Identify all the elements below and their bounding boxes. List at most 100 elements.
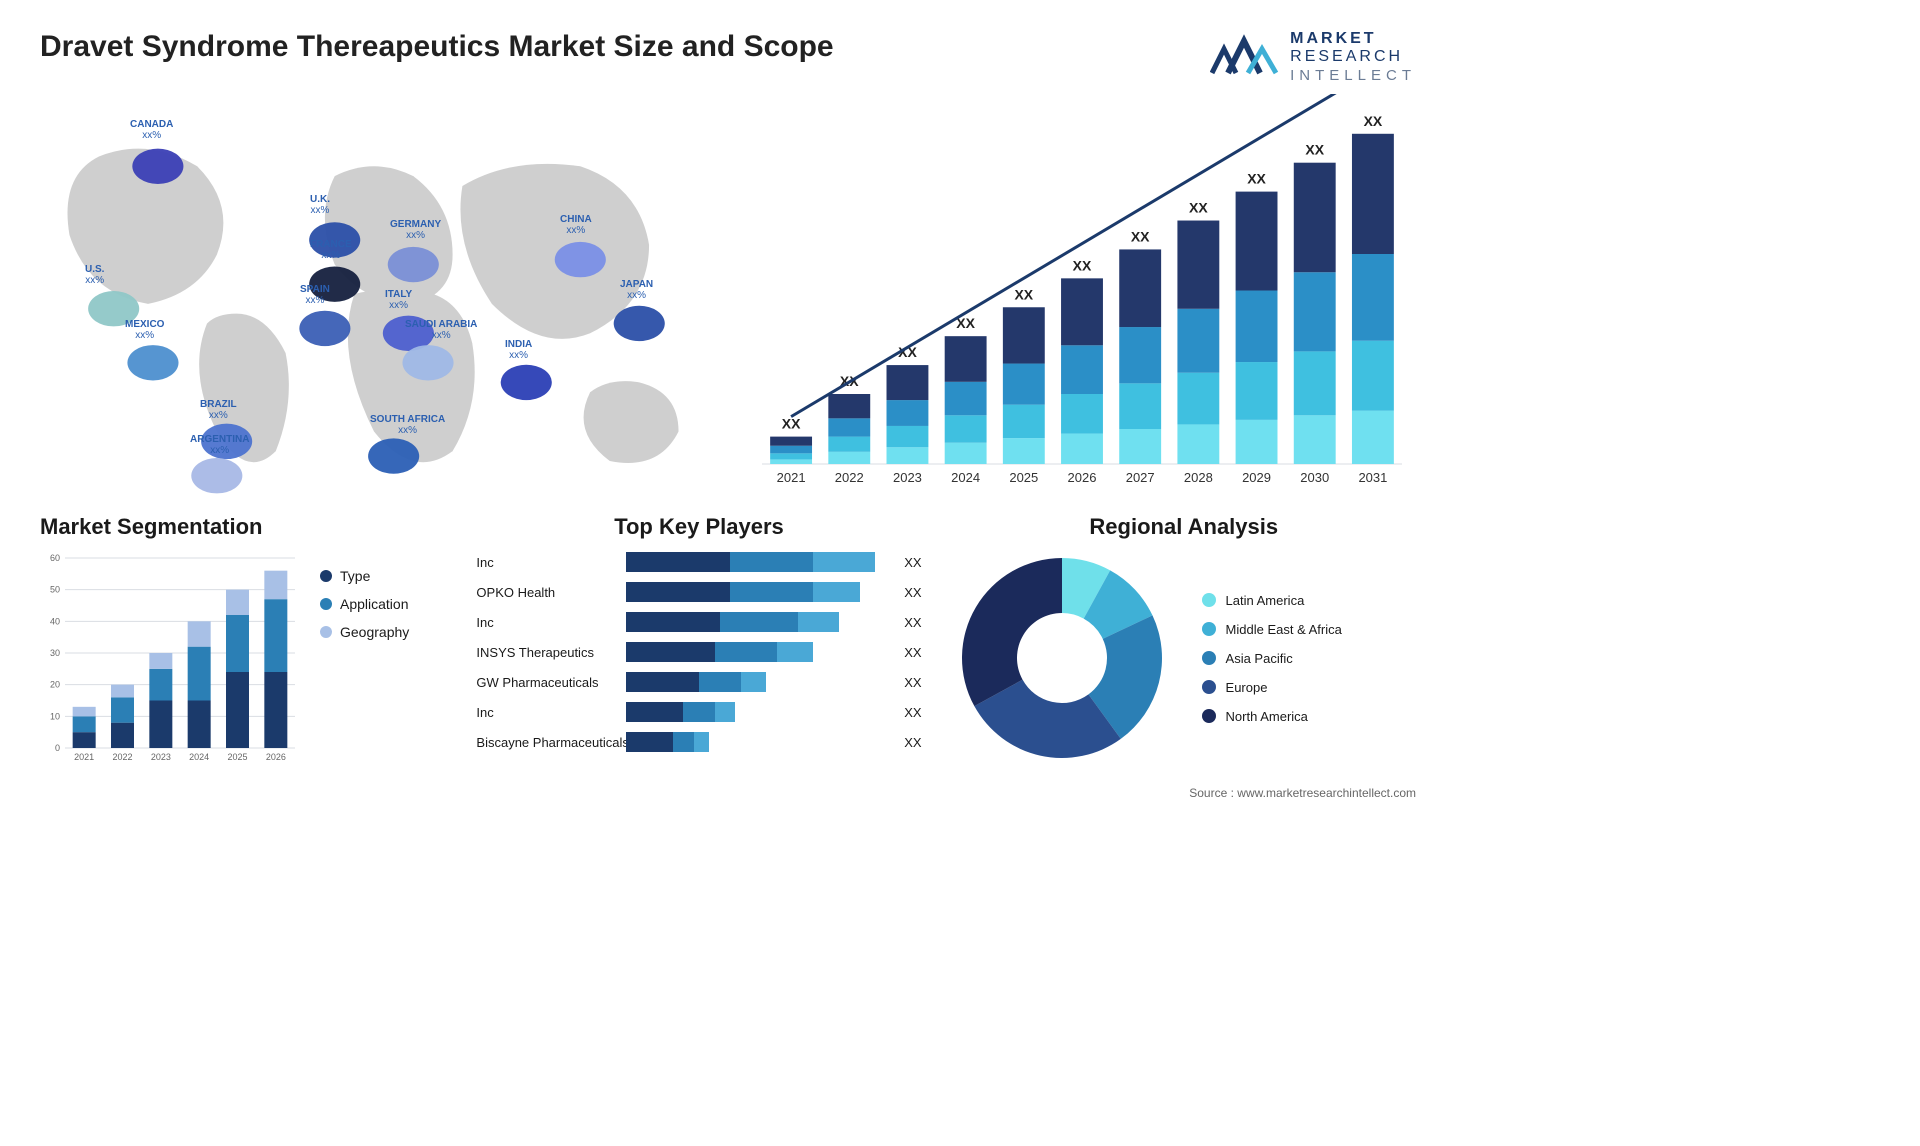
- svg-text:2029: 2029: [1242, 470, 1271, 485]
- tkp-seg: [720, 612, 798, 632]
- legend-swatch: [1202, 622, 1216, 636]
- map-label-china: CHINAxx%: [560, 214, 592, 236]
- source-label: Source : www.marketresearchintellect.com: [40, 786, 1416, 800]
- tkp-label: INSYS Therapeutics: [476, 645, 626, 660]
- legend-label: Asia Pacific: [1226, 651, 1293, 666]
- tkp-label: Inc: [476, 555, 626, 570]
- regional-panel: Regional Analysis Latin AmericaMiddle Ea…: [952, 514, 1416, 768]
- reg-legend-middle-east-africa: Middle East & Africa: [1202, 622, 1342, 637]
- tkp-row: Biscayne PharmaceuticalsXX: [476, 728, 921, 756]
- tkp-label: Biscayne Pharmaceuticals: [476, 735, 626, 750]
- regional-legend: Latin America Middle East & Africa Asia Pa…: [1202, 593, 1342, 724]
- tkp-seg: [813, 552, 875, 572]
- svg-text:XX: XX: [1189, 200, 1208, 216]
- tkp-label: Inc: [476, 615, 626, 630]
- legend-swatch: [320, 570, 332, 582]
- svg-text:2031: 2031: [1358, 470, 1387, 485]
- tkp-seg: [730, 582, 813, 602]
- tkp-seg: [626, 732, 673, 752]
- tkp-bar: [626, 552, 896, 572]
- tkp-value: XX: [904, 645, 921, 660]
- svg-text:2030: 2030: [1300, 470, 1329, 485]
- seg-legend-application: Application: [320, 596, 409, 612]
- svg-text:2026: 2026: [266, 752, 286, 762]
- svg-text:2028: 2028: [1184, 470, 1213, 485]
- legend-label: Type: [340, 568, 370, 584]
- tkp-seg: [626, 612, 719, 632]
- map-label-u-s-: U.S.xx%: [85, 264, 104, 286]
- tkp-seg: [626, 582, 730, 602]
- segmentation-title: Market Segmentation: [40, 514, 446, 540]
- svg-text:XX: XX: [1247, 171, 1266, 187]
- tkp-value: XX: [904, 675, 921, 690]
- svg-text:50: 50: [50, 585, 60, 595]
- segmentation-chart: 0102030405060202120222023202420252026: [40, 548, 300, 768]
- tkp-row: OPKO HealthXX: [476, 578, 921, 606]
- world-map: CANADAxx%U.S.xx%MEXICOxx%BRAZILxx%ARGENT…: [40, 94, 708, 494]
- svg-text:60: 60: [50, 553, 60, 563]
- svg-text:XX: XX: [782, 416, 801, 432]
- svg-text:2024: 2024: [951, 470, 980, 485]
- legend-label: Geography: [340, 624, 409, 640]
- tkp-seg: [798, 612, 840, 632]
- svg-text:2025: 2025: [227, 752, 247, 762]
- legend-swatch: [320, 598, 332, 610]
- tkp-bar: [626, 612, 896, 632]
- svg-text:2024: 2024: [189, 752, 209, 762]
- tkp-value: XX: [904, 555, 921, 570]
- reg-legend-latin-america: Latin America: [1202, 593, 1342, 608]
- map-label-india: INDIAxx%: [505, 339, 532, 361]
- tkp-row: IncXX: [476, 698, 921, 726]
- svg-text:40: 40: [50, 616, 60, 626]
- tkp-seg: [715, 702, 736, 722]
- legend-swatch: [1202, 651, 1216, 665]
- tkp-value: XX: [904, 585, 921, 600]
- svg-text:2021: 2021: [777, 470, 806, 485]
- map-label-brazil: BRAZILxx%: [200, 399, 237, 421]
- tkp-row: GW PharmaceuticalsXX: [476, 668, 921, 696]
- svg-text:XX: XX: [1131, 228, 1150, 244]
- tkp-bar: [626, 672, 896, 692]
- map-label-mexico: MEXICOxx%: [125, 319, 164, 341]
- svg-text:2025: 2025: [1009, 470, 1038, 485]
- legend-swatch: [1202, 593, 1216, 607]
- map-label-saudi-arabia: SAUDI ARABIAxx%: [405, 319, 477, 341]
- svg-text:XX: XX: [1364, 113, 1383, 129]
- tkp-bar: [626, 702, 896, 722]
- segmentation-panel: Market Segmentation 01020304050602021202…: [40, 514, 446, 768]
- legend-label: Europe: [1226, 680, 1268, 695]
- map-label-germany: GERMANYxx%: [390, 219, 441, 241]
- tkp-seg: [673, 732, 694, 752]
- svg-text:2023: 2023: [151, 752, 171, 762]
- logo-line1: MARKET: [1290, 30, 1416, 48]
- tkp-seg: [626, 642, 714, 662]
- svg-text:20: 20: [50, 680, 60, 690]
- legend-label: Latin America: [1226, 593, 1305, 608]
- svg-text:2022: 2022: [112, 752, 132, 762]
- reg-legend-asia-pacific: Asia Pacific: [1202, 651, 1342, 666]
- tkp-seg: [777, 642, 813, 662]
- tkp-seg: [699, 672, 741, 692]
- tkp-value: XX: [904, 615, 921, 630]
- tkp-seg: [683, 702, 714, 722]
- tkp-row: Inc XX: [476, 608, 921, 636]
- legend-swatch: [1202, 709, 1216, 723]
- svg-text:2023: 2023: [893, 470, 922, 485]
- svg-text:30: 30: [50, 648, 60, 658]
- tkp-seg: [741, 672, 767, 692]
- trend-chart-svg: XX2021XX2022XX2023XX2024XX2025XX2026XX20…: [748, 94, 1416, 494]
- tkp-chart: IncXXOPKO HealthXXIncXXINSYS Therapeutic…: [476, 548, 921, 756]
- tkp-bar: [626, 642, 896, 662]
- map-label-u-k-: U.K.xx%: [310, 194, 330, 216]
- svg-text:2021: 2021: [74, 752, 94, 762]
- legend-swatch: [1202, 680, 1216, 694]
- map-label-argentina: ARGENTINAxx%: [190, 434, 249, 456]
- svg-text:0: 0: [55, 743, 60, 753]
- svg-text:2022: 2022: [835, 470, 864, 485]
- tkp-bar: [626, 582, 896, 602]
- map-label-spain: SPAINxx%: [300, 284, 330, 306]
- map-label-italy: ITALYxx%: [385, 289, 412, 311]
- regional-donut: [952, 548, 1172, 768]
- reg-legend-europe: Europe: [1202, 680, 1342, 695]
- tkp-row: INSYS Therapeutics XX: [476, 638, 921, 666]
